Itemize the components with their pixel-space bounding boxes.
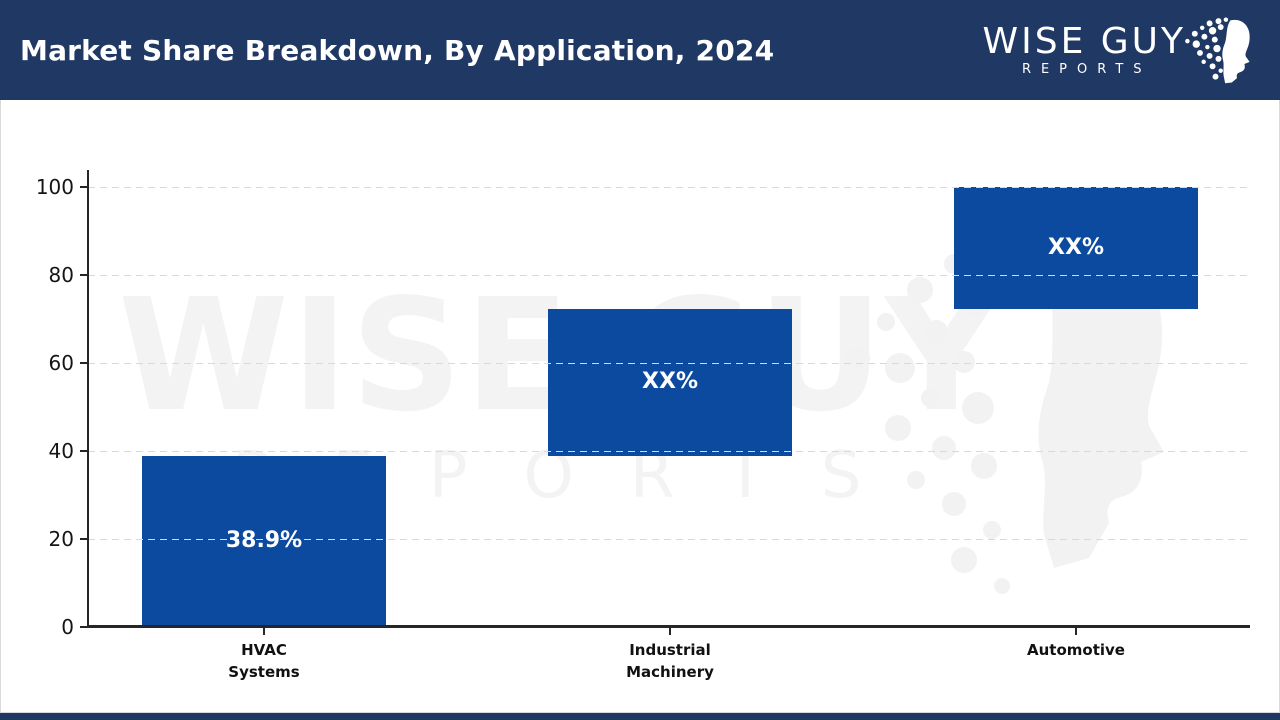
x-category-label: HVAC Systems [228, 641, 300, 681]
header-band: Market Share Breakdown, By Application, … [0, 0, 1280, 100]
bar-value-label: 38.9% [225, 528, 303, 554]
y-tick-label: 80 [48, 263, 74, 287]
gridline-80 [88, 275, 1250, 276]
gridline-60 [88, 363, 1250, 364]
y-tick-mark [80, 362, 87, 364]
y-tick-mark [80, 450, 87, 452]
gridline-40 [88, 451, 1250, 452]
chart-title: Market Share Breakdown, By Application, … [20, 33, 775, 67]
y-tick-label: 20 [48, 527, 74, 551]
logo-wordmark: WISE GUY [982, 21, 1186, 62]
bar-1 [548, 308, 792, 456]
y-tick-label: 100 [35, 175, 74, 199]
y-tick-mark [80, 538, 87, 540]
gridline-100 [88, 187, 1250, 188]
left-border [0, 100, 1, 713]
wise-guy-reports-logo: WISE GUY REPORTS [983, 11, 1255, 89]
y-tick-mark [80, 274, 87, 276]
x-axis-line [88, 625, 1250, 628]
bar-0 [142, 455, 386, 627]
x-tick-mark [263, 628, 265, 635]
dotted-head-icon [1185, 17, 1250, 84]
bar-2 [954, 187, 1198, 309]
bottom-border [0, 712, 1280, 713]
x-tick-mark [669, 628, 671, 635]
bar-value-label: XX% [1048, 234, 1104, 260]
y-axis-line [87, 170, 89, 628]
x-category-label: Industrial Machinery [626, 641, 714, 681]
logo-subtext: REPORTS [1021, 62, 1152, 77]
gridline-20 [88, 539, 1250, 540]
footer-band [0, 713, 1280, 720]
x-category-label: Automotive [1027, 641, 1125, 659]
y-tick-mark [80, 186, 87, 188]
y-tick-label: 40 [48, 439, 74, 463]
logo-text: WISE GUY REPORTS [982, 21, 1187, 77]
y-tick-mark [80, 626, 87, 628]
bar-value-label: XX% [642, 369, 698, 395]
y-tick-label: 60 [48, 351, 74, 375]
x-tick-mark [1075, 628, 1077, 635]
y-tick-label: 0 [61, 615, 74, 639]
